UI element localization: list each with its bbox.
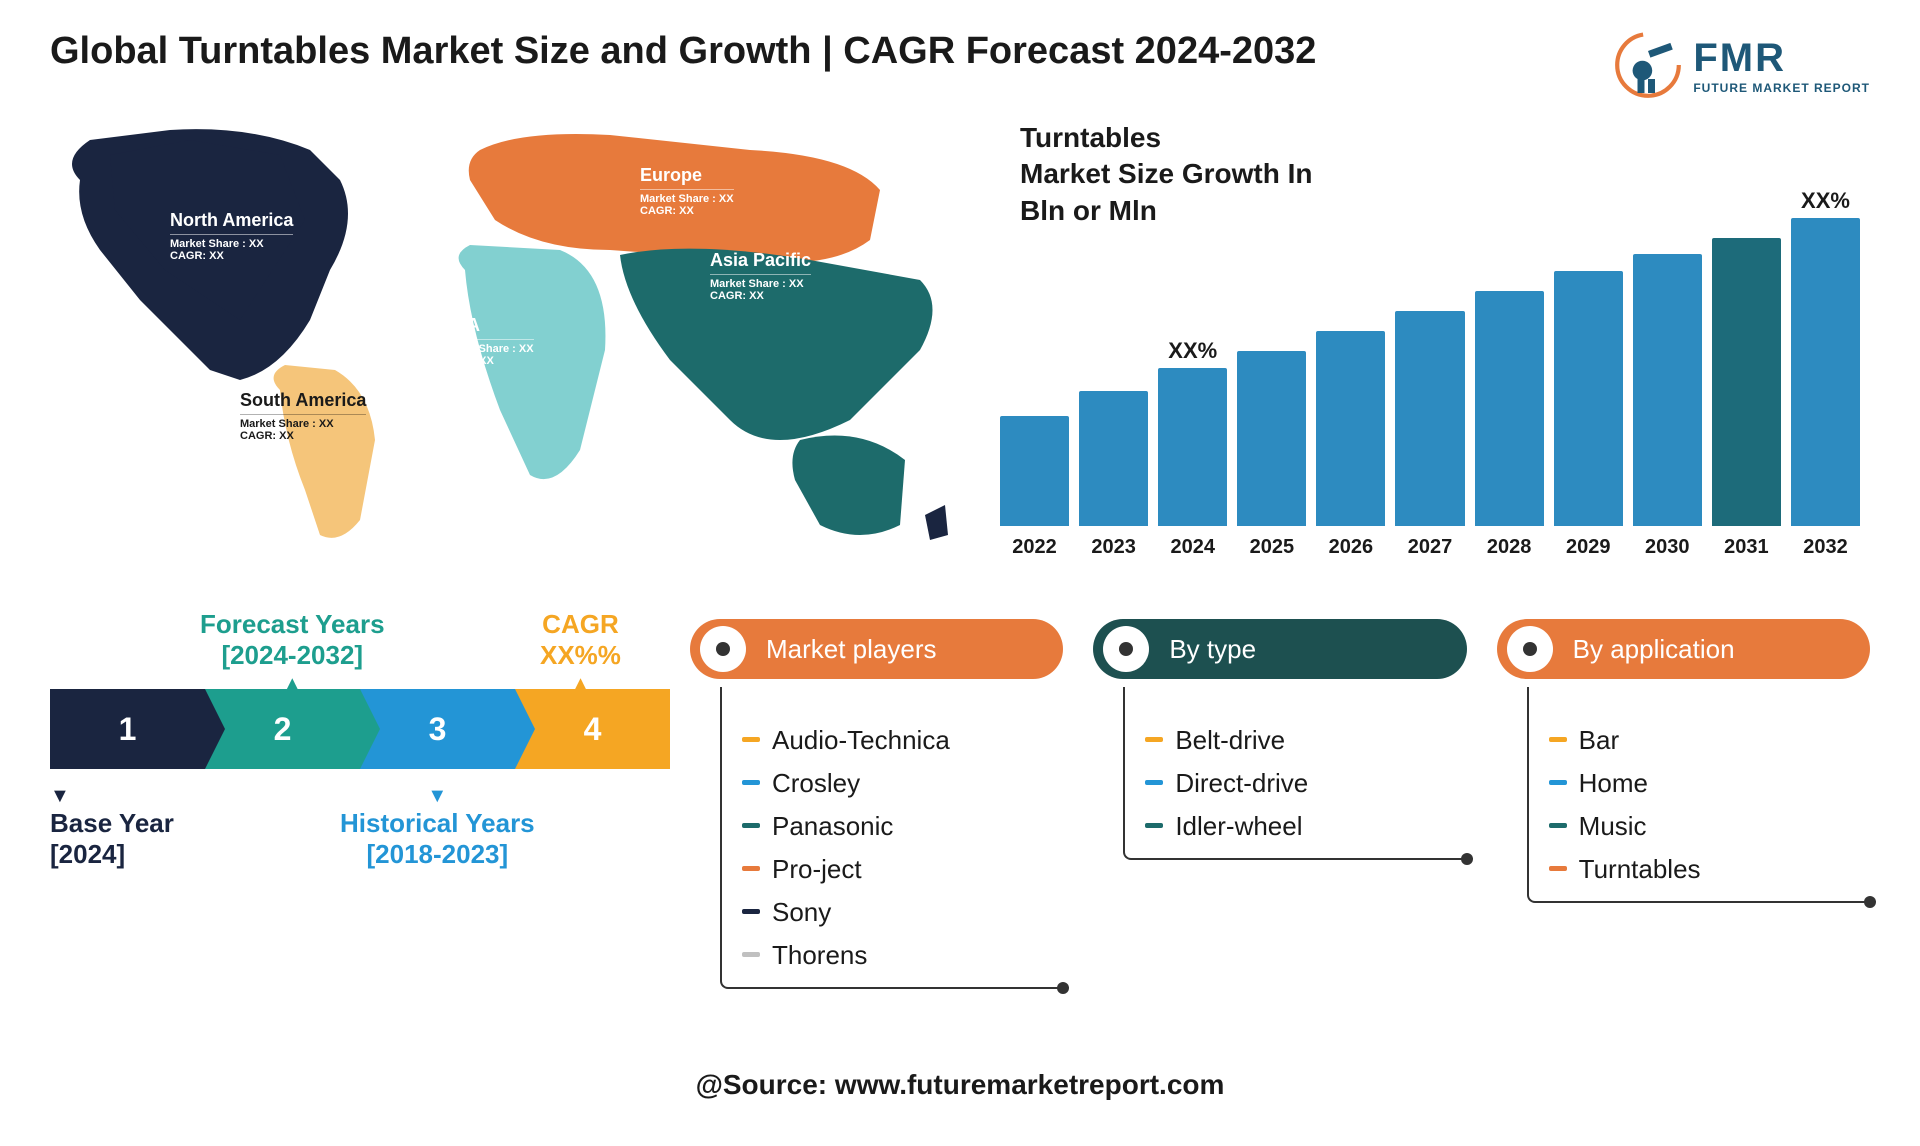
map-region-asia-pacific: Asia PacificMarket Share : XXCAGR: XX [710, 250, 811, 302]
bar-2027: 2027 [1395, 311, 1464, 559]
map-region-europe: EuropeMarket Share : XXCAGR: XX [640, 165, 734, 217]
timeline-historical-label: ▼ Historical Years [2018-2023] [340, 784, 535, 870]
category-list: Belt-driveDirect-driveIdler-wheel [1123, 719, 1466, 860]
timeline-bar: 1234 [50, 689, 670, 769]
chart-title: TurntablesMarket Size Growth InBln or Ml… [1020, 120, 1870, 229]
map-region-south-america: South AmericaMarket Share : XXCAGR: XX [240, 390, 366, 442]
category-market-players: Market players Audio-TechnicaCrosleyPana… [690, 619, 1063, 989]
logo-text-sub: FUTURE MARKET REPORT [1693, 81, 1870, 95]
category-item: Music [1579, 805, 1870, 848]
map-region-north-america: North AmericaMarket Share : XXCAGR: XX [170, 210, 293, 262]
bar-2023: 2023 [1079, 391, 1148, 559]
bar-2029: 2029 [1554, 271, 1623, 559]
category-header: Market players [690, 619, 1063, 679]
category-item: Panasonic [772, 805, 1063, 848]
bar-2025: 2025 [1237, 351, 1306, 559]
logo: FMR FUTURE MARKET REPORT [1613, 30, 1870, 100]
logo-text-main: FMR [1693, 36, 1870, 81]
category-item: Thorens [772, 934, 1063, 977]
category-header: By type [1093, 619, 1466, 679]
timeline-base-label: ▼ Base Year [2024] [50, 784, 174, 870]
category-item: Sony [772, 891, 1063, 934]
timeline-cell-2: 2 [205, 689, 360, 769]
map-region-mea: MEAMarket Share : XXCAGR: XX [440, 315, 534, 367]
bar-2022: 2022 [1000, 416, 1069, 559]
category-item: Audio-Technica [772, 719, 1063, 762]
category-item: Turntables [1579, 848, 1870, 891]
bar-2026: 2026 [1316, 331, 1385, 559]
bar-2031: 2031 [1712, 238, 1781, 559]
source-attribution: @Source: www.futuremarketreport.com [50, 1069, 1870, 1101]
page-title: Global Turntables Market Size and Growth… [50, 30, 1316, 73]
category-item: Home [1579, 762, 1870, 805]
bar-2032: XX%2032 [1791, 218, 1860, 559]
timeline: Forecast Years [2024-2032] ▲ CAGR XX%% ▲… [50, 619, 670, 769]
bar-2028: 2028 [1475, 291, 1544, 559]
category-item: Bar [1579, 719, 1870, 762]
timeline-cell-3: 3 [360, 689, 515, 769]
timeline-forecast-label: Forecast Years [2024-2032] ▲ [200, 609, 385, 695]
bullet-icon [1103, 626, 1149, 672]
category-header: By application [1497, 619, 1870, 679]
timeline-cell-4: 4 [515, 689, 670, 769]
category-list: Audio-TechnicaCrosleyPanasonicPro-jectSo… [720, 719, 1063, 989]
bullet-icon [700, 626, 746, 672]
category-list: BarHomeMusicTurntables [1527, 719, 1870, 903]
timeline-cell-1: 1 [50, 689, 205, 769]
bar-2024: XX%2024 [1158, 368, 1227, 559]
bar-2030: 2030 [1633, 254, 1702, 559]
bar-chart: 20222023XX%20242025202620272028202920302… [990, 249, 1870, 559]
category-item: Pro-ject [772, 848, 1063, 891]
world-map: North AmericaMarket Share : XXCAGR: XX So… [50, 120, 950, 550]
category-by-type: By type Belt-driveDirect-driveIdler-whee… [1093, 619, 1466, 989]
category-by-application: By application BarHomeMusicTurntables [1497, 619, 1870, 989]
fmr-logo-icon [1613, 30, 1683, 100]
bullet-icon [1507, 626, 1553, 672]
category-item: Idler-wheel [1175, 805, 1466, 848]
category-item: Belt-drive [1175, 719, 1466, 762]
timeline-cagr-label: CAGR XX%% ▲ [540, 609, 621, 695]
bar-chart-section: TurntablesMarket Size Growth InBln or Ml… [990, 120, 1870, 559]
category-item: Crosley [772, 762, 1063, 805]
category-item: Direct-drive [1175, 762, 1466, 805]
